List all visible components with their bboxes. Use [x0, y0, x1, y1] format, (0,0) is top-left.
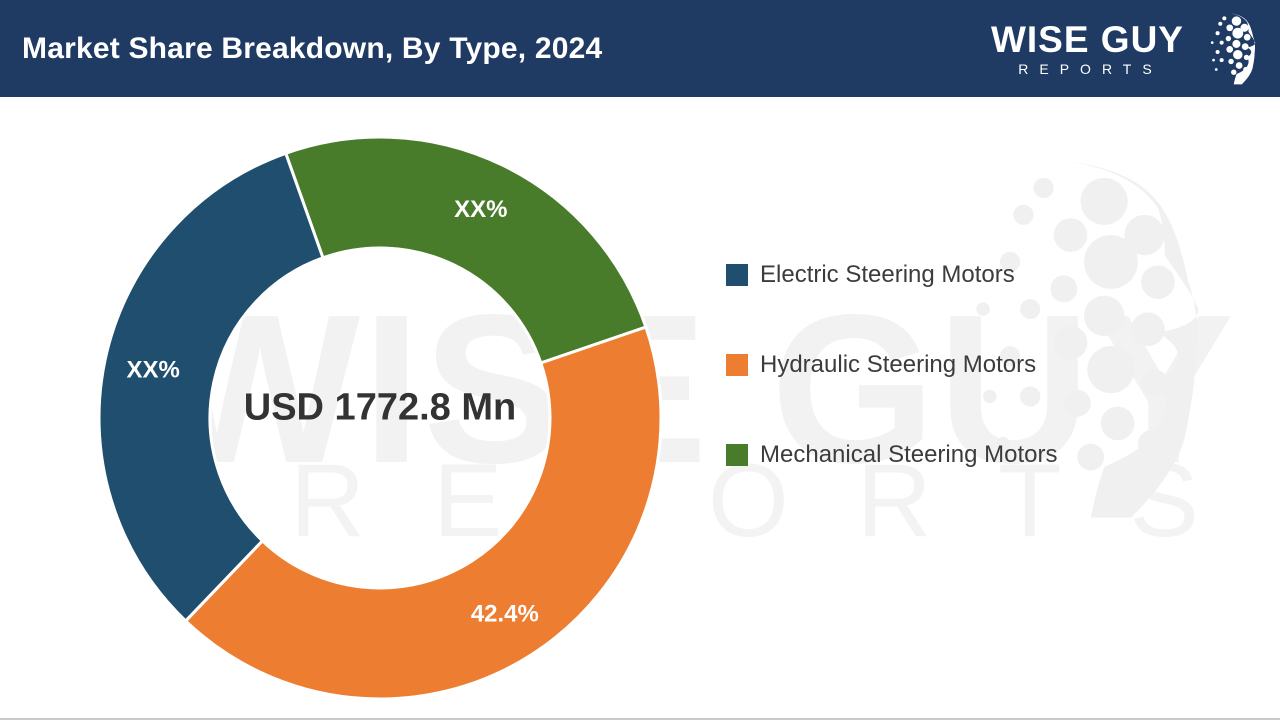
logo-text-wise-guy: WISE GUY [990, 18, 1184, 60]
chart-area: WISE GUY REPORTS XX% 42.4% XX% USD 1772.8 … [0, 97, 1280, 718]
logo-wordmark: WISE GUY REPORTS [990, 18, 1184, 77]
slice-label-2: XX% [126, 356, 179, 383]
page-title: Market Share Breakdown, By Type, 2024 [22, 31, 603, 65]
donut-slice-2 [97, 151, 325, 624]
donut-slice-0 [283, 135, 648, 365]
legend-item-electric: Electric Steering Motors [726, 262, 1057, 288]
donut-slice-1 [183, 325, 663, 701]
slice-label-1: 42.4% [471, 601, 539, 628]
face-profile-logo-icon [1188, 10, 1262, 88]
watermark-text-wiseguy: WISE GUY [160, 270, 1237, 507]
header-bar: Market Share Breakdown, By Type, 2024 WI… [0, 0, 1280, 97]
donut-center-value: USD 1772.8 Mn [243, 386, 517, 429]
legend-swatch-hydraulic [726, 354, 748, 376]
legend-label-hydraulic: Hydraulic Steering Motors [760, 351, 1037, 378]
legend-item-hydraulic: Hydraulic Steering Motors [726, 352, 1057, 378]
legend-swatch-mechanical [726, 444, 748, 466]
slice-label-0: XX% [454, 196, 507, 223]
legend: Electric Steering Motors Hydraulic Steer… [726, 262, 1057, 532]
legend-swatch-electric [726, 264, 748, 286]
legend-label-electric: Electric Steering Motors [760, 261, 1015, 288]
logo-text-reports: REPORTS [1018, 60, 1163, 77]
legend-label-mechanical: Mechanical Steering Motors [760, 441, 1058, 468]
donut-chart: XX% 42.4% XX% [97, 135, 663, 701]
wiseguy-logo: WISE GUY REPORTS [991, 10, 1262, 88]
legend-item-mechanical: Mechanical Steering Motors [726, 442, 1057, 468]
